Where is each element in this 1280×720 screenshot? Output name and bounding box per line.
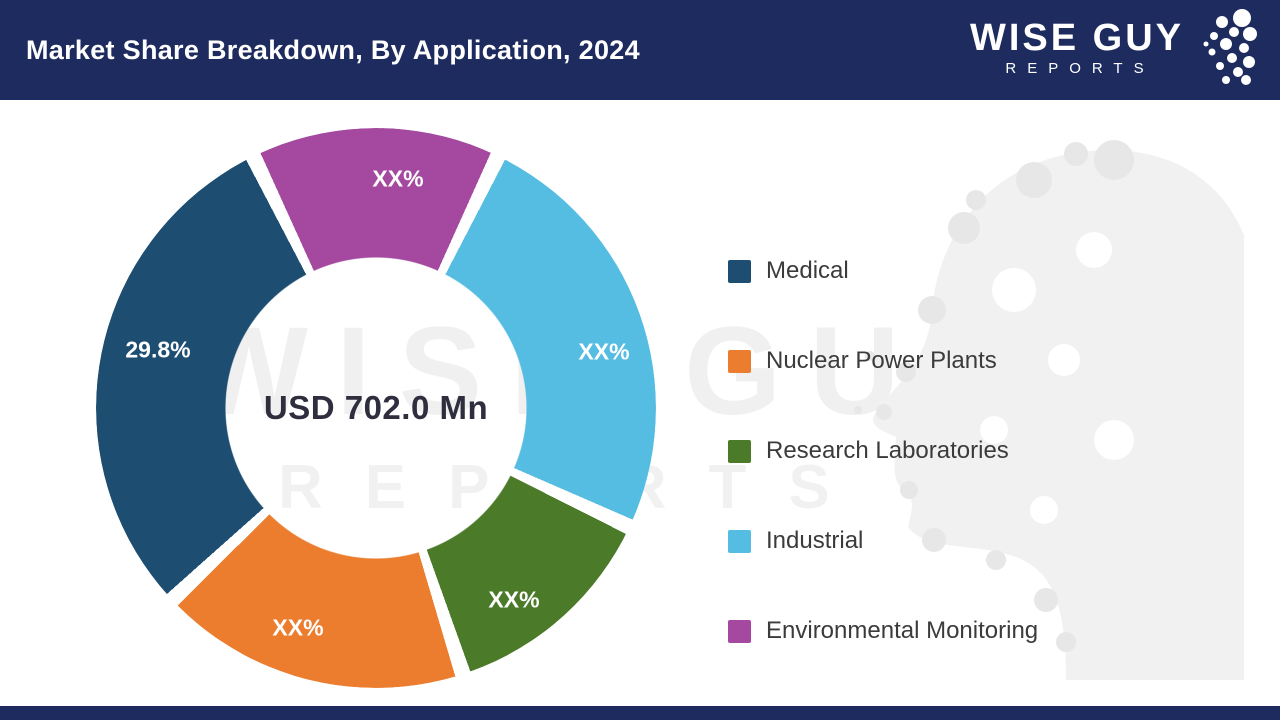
legend-label-research-laboratories: Research Laboratories [766,437,1009,464]
watermark-face-icon [854,140,1244,680]
segment-value-research: XX% [488,586,540,613]
brand-name: WISE GUY [969,16,1184,59]
segment-value-medical: 29.8% [125,336,191,363]
brand-logo: WISE GUY REPORTS [970,8,1258,88]
segment-value-environmental: XX% [372,165,424,192]
legend-label-medical: Medical [766,257,849,284]
donut-chart: USD 702.0 Mn 29.8% XX% XX% XX% XX% [96,128,656,688]
legend-item-medical: Medical [728,256,1038,286]
donut-ring [96,128,656,688]
legend-swatch-industrial [728,529,751,553]
legend-item-nuclear-power-plants: Nuclear Power Plants [728,346,1038,376]
header-bar: Market Share Breakdown, By Application, … [0,0,1280,100]
legend-item-research-laboratories: Research Laboratories [728,436,1038,466]
footer-bar [0,706,1280,720]
legend-swatch-research-laboratories [728,439,751,463]
legend-swatch-nuclear-power-plants [728,349,751,373]
segment-value-nuclear: XX% [272,614,324,641]
brand-head-dots-icon [1203,9,1257,85]
brand-subname: REPORTS [1005,60,1155,78]
legend-swatch-environmental-monitoring [728,619,751,643]
legend-item-environmental-monitoring: Environmental Monitoring [728,616,1038,646]
legend-item-industrial: Industrial [728,526,1038,556]
chart-legend: Medical Nuclear Power Plants Research La… [728,256,1038,646]
legend-swatch-medical [728,259,751,283]
brand-text: WISE GUY REPORTS [969,16,1184,78]
legend-label-industrial: Industrial [766,527,864,554]
legend-label-environmental-monitoring: Environmental Monitoring [766,617,1039,644]
segment-value-industrial: XX% [578,338,630,365]
page-title: Market Share Breakdown, By Application, … [26,34,640,65]
chart-center-value: USD 702.0 Mn [263,389,489,426]
chart-area: WISE GUY REPORTS USD 702.0 Mn 29.8% XX% … [0,100,1280,706]
legend-label-nuclear-power-plants: Nuclear Power Plants [766,347,997,374]
